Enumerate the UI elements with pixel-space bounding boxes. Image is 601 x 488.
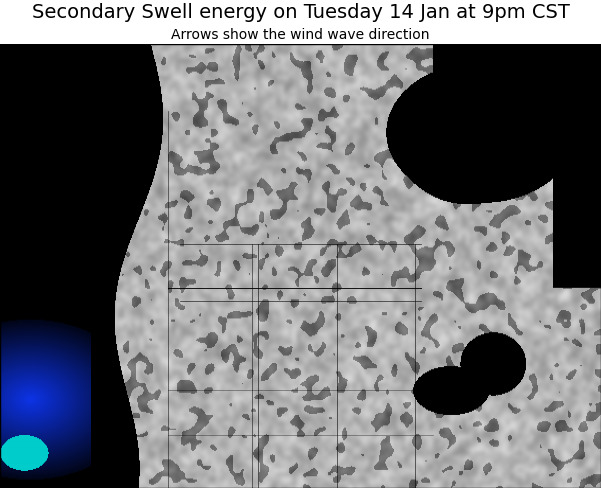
Text: Arrows show the wind wave direction: Arrows show the wind wave direction <box>171 28 430 42</box>
Text: Secondary Swell energy on Tuesday 14 Jan at 9pm CST: Secondary Swell energy on Tuesday 14 Jan… <box>32 3 569 22</box>
